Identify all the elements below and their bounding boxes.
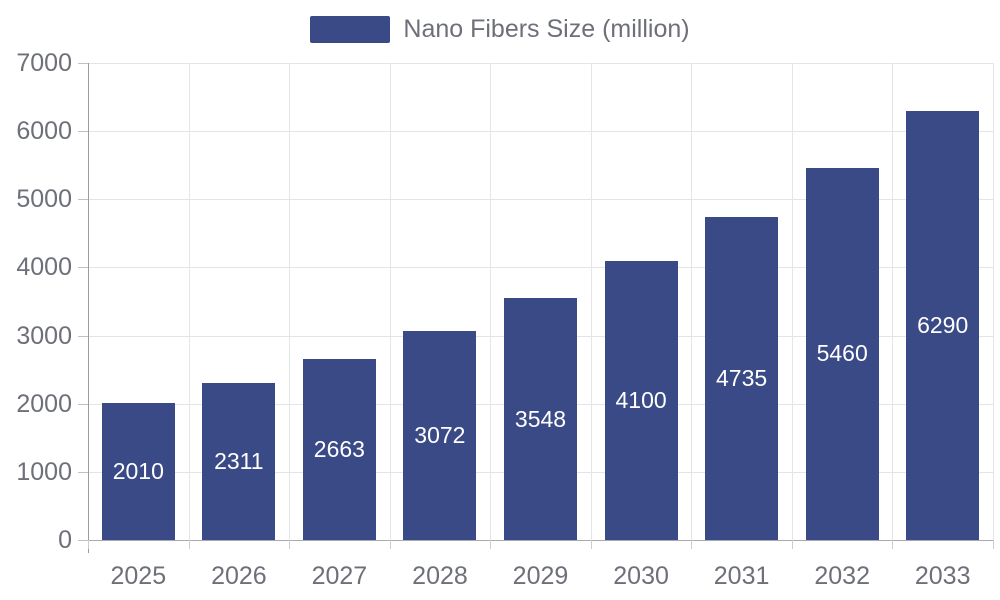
bar-value-label: 4735 [716,365,768,392]
x-axis-tick [892,540,894,549]
x-tick-label: 2031 [713,562,770,590]
gridline-vertical [791,63,793,540]
bar[interactable]: 3548 [504,298,577,540]
bar-value-label: 6290 [917,312,969,339]
x-axis-line [88,540,993,541]
y-axis-tick [78,335,88,337]
bar[interactable]: 4100 [604,260,678,540]
x-tick-label: 2030 [613,562,669,590]
y-tick-label: 3000 [16,321,72,350]
gridline-vertical [188,63,190,540]
gridline-vertical [590,63,592,540]
bar[interactable]: 2010 [101,403,175,540]
bar[interactable]: 5460 [805,167,879,540]
x-tick-label: 2028 [412,562,468,590]
gridline-horizontal [88,267,993,269]
y-tick-label: 1000 [16,457,72,486]
bar[interactable]: 2663 [302,358,376,540]
x-axis-tick [590,540,592,549]
bar-value-label: 2010 [112,458,164,484]
x-axis-tick [188,540,190,549]
gridline-vertical [389,63,391,540]
gridline-vertical [892,63,894,540]
x-axis-tick [490,540,492,549]
gridline-vertical [289,63,291,540]
x-axis-tick [389,540,391,549]
y-axis-tick [78,267,88,269]
gridline-vertical [691,63,693,540]
bar-value-label: 2311 [214,447,264,474]
bar[interactable]: 3072 [403,330,477,540]
y-tick-label: 0 [58,526,72,554]
x-axis-tick [289,540,291,549]
y-tick-label: 6000 [16,117,72,146]
x-axis-tick [993,540,994,549]
y-tick-label: 4000 [16,253,72,282]
gridline-horizontal [88,63,993,64]
y-axis-tick [78,540,88,541]
legend-label: Nano Fibers Size (million) [403,15,690,43]
y-axis-tick [78,403,88,405]
x-axis-tick [88,540,89,549]
y-axis-tick [78,63,88,64]
gridline-horizontal [88,199,993,201]
x-tick-label: 2025 [110,562,167,590]
x-axis-tick [691,540,693,549]
gridline-vertical [993,63,994,540]
bar-value-label: 3072 [414,421,466,448]
x-tick-label: 2029 [512,562,569,590]
gridline-horizontal [88,131,993,133]
bar-value-label: 5460 [816,340,868,367]
legend[interactable]: Nano Fibers Size (million) [0,15,1000,44]
gridline-vertical [490,63,492,540]
legend-swatch[interactable] [310,16,391,43]
y-tick-label: 2000 [16,389,72,418]
y-axis-tick [78,471,88,473]
x-tick-label: 2033 [914,562,971,590]
x-tick-label: 2027 [311,562,368,590]
bar[interactable]: 4735 [705,217,779,540]
y-axis-line [88,63,89,553]
bar-value-label: 2663 [313,435,365,462]
x-tick-label: 2032 [814,562,870,590]
bar[interactable]: 2311 [202,382,276,540]
x-tick-label: 2026 [211,562,267,590]
x-axis-tick [791,540,793,549]
y-tick-label: 7000 [16,49,72,77]
y-tick-label: 5000 [16,185,72,214]
bar-value-label: 3548 [514,405,567,432]
bar-value-label: 4100 [615,386,667,413]
bar[interactable]: 6290 [906,111,980,540]
y-axis-tick [78,199,88,201]
y-axis-tick [78,131,88,133]
